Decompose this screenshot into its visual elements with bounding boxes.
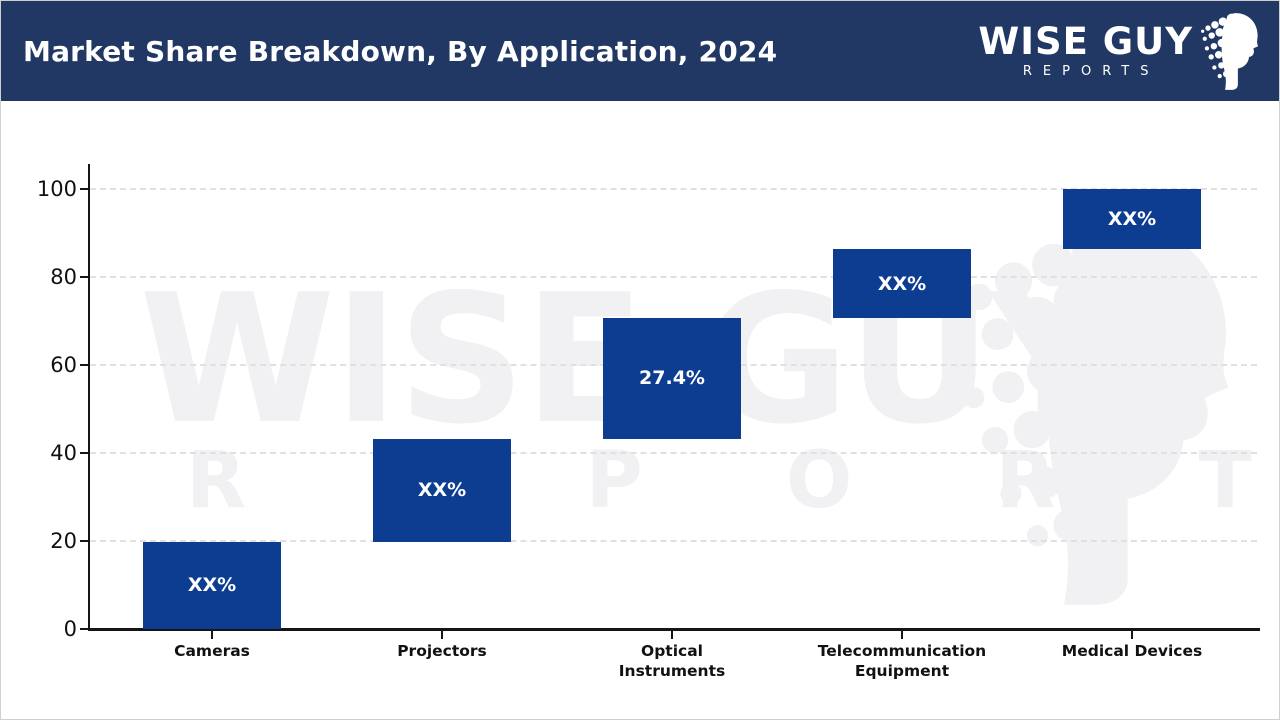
y-tick-mark bbox=[80, 275, 88, 278]
header-bar: Market Share Breakdown, By Application, … bbox=[1, 1, 1279, 101]
logo-wordmark: WISE GUY bbox=[978, 20, 1193, 63]
bar-telecommunication-equipment: XX% bbox=[833, 249, 971, 319]
x-category-label: Cameras bbox=[174, 642, 250, 660]
y-tick-mark bbox=[80, 363, 88, 366]
bar-projectors: XX% bbox=[373, 438, 511, 542]
logo-text: WISE GUY REPORTS bbox=[978, 22, 1193, 80]
x-tick-mark bbox=[211, 631, 213, 639]
page-title: Market Share Breakdown, By Application, … bbox=[23, 34, 778, 68]
y-tick-mark bbox=[80, 451, 88, 454]
x-category-label: Optical Instruments bbox=[618, 642, 726, 680]
logo-subtitle: REPORTS bbox=[1022, 64, 1160, 79]
gridline bbox=[90, 451, 1257, 454]
y-tick-label: 60 bbox=[50, 352, 77, 377]
gridline bbox=[90, 539, 1257, 542]
x-tick-mark bbox=[671, 631, 673, 639]
bar-cameras: XX% bbox=[143, 541, 281, 629]
bar-value-label: 27.4% bbox=[639, 367, 705, 390]
x-axis-line bbox=[88, 628, 1260, 631]
x-tick-mark bbox=[441, 631, 443, 639]
gridline bbox=[90, 275, 1257, 278]
bar-optical-instruments: 27.4% bbox=[603, 318, 741, 439]
y-tick-label: 0 bbox=[63, 617, 77, 641]
bar-value-label: XX% bbox=[877, 272, 927, 295]
bar-value-label: XX% bbox=[417, 479, 467, 502]
y-tick-label: 40 bbox=[50, 440, 77, 465]
y-tick-mark bbox=[80, 628, 88, 630]
y-tick-label: 100 bbox=[36, 176, 77, 201]
x-category-label: Telecommunication Equipment bbox=[817, 642, 987, 680]
y-tick-label: 80 bbox=[50, 264, 77, 289]
wise-guy-reports-logo: WISE GUY REPORTS bbox=[978, 9, 1267, 93]
x-category-label: Projectors bbox=[397, 642, 487, 660]
bar-medical-devices: XX% bbox=[1063, 188, 1201, 250]
x-category-label: Medical Devices bbox=[1061, 642, 1203, 660]
x-tick-mark bbox=[1131, 631, 1133, 639]
gridline bbox=[90, 187, 1257, 190]
dotted-head-icon bbox=[1201, 13, 1259, 90]
y-tick-mark bbox=[80, 539, 88, 542]
y-tick-mark bbox=[80, 187, 88, 190]
x-tick-mark bbox=[901, 631, 903, 639]
y-axis-line bbox=[88, 164, 90, 630]
bar-value-label: XX% bbox=[187, 574, 237, 597]
y-tick-label: 20 bbox=[50, 528, 77, 553]
bar-value-label: XX% bbox=[1107, 207, 1157, 230]
